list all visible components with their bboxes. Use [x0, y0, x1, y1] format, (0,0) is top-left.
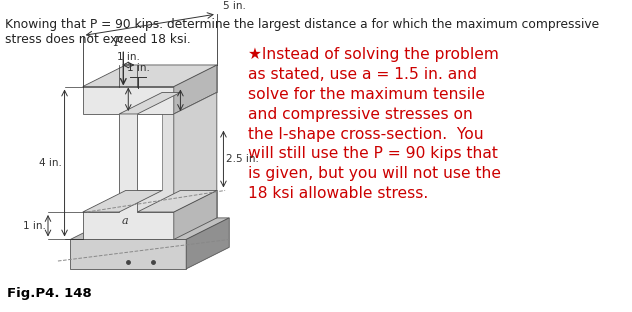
Polygon shape [186, 218, 229, 269]
Text: 1 in.: 1 in. [117, 52, 140, 62]
Polygon shape [174, 190, 217, 239]
Polygon shape [119, 92, 180, 114]
Polygon shape [83, 86, 174, 239]
Polygon shape [174, 65, 217, 114]
Polygon shape [137, 190, 217, 212]
Polygon shape [83, 190, 162, 212]
Text: 1 in.: 1 in. [23, 221, 46, 231]
Text: 4 in.: 4 in. [39, 158, 62, 168]
Text: ★Instead of solving the problem
as stated, use a = 1.5 in. and
solve for the max: ★Instead of solving the problem as state… [248, 47, 501, 201]
Text: 5 in.: 5 in. [224, 1, 246, 11]
Polygon shape [70, 218, 229, 239]
Polygon shape [70, 239, 186, 269]
Text: stress does not exceed 18 ksi.: stress does not exceed 18 ksi. [5, 33, 191, 46]
Text: 1 in.: 1 in. [127, 63, 150, 73]
Polygon shape [174, 92, 217, 212]
Text: Knowing that P = 90 kips. determine the largest distance a for which the maximum: Knowing that P = 90 kips. determine the … [5, 18, 599, 31]
Polygon shape [126, 65, 217, 218]
Text: a: a [121, 216, 128, 226]
Text: 2.5 in.: 2.5 in. [226, 154, 258, 164]
Polygon shape [83, 65, 217, 86]
Text: Fig.P4. 148: Fig.P4. 148 [6, 287, 92, 300]
Text: P: P [113, 36, 122, 49]
